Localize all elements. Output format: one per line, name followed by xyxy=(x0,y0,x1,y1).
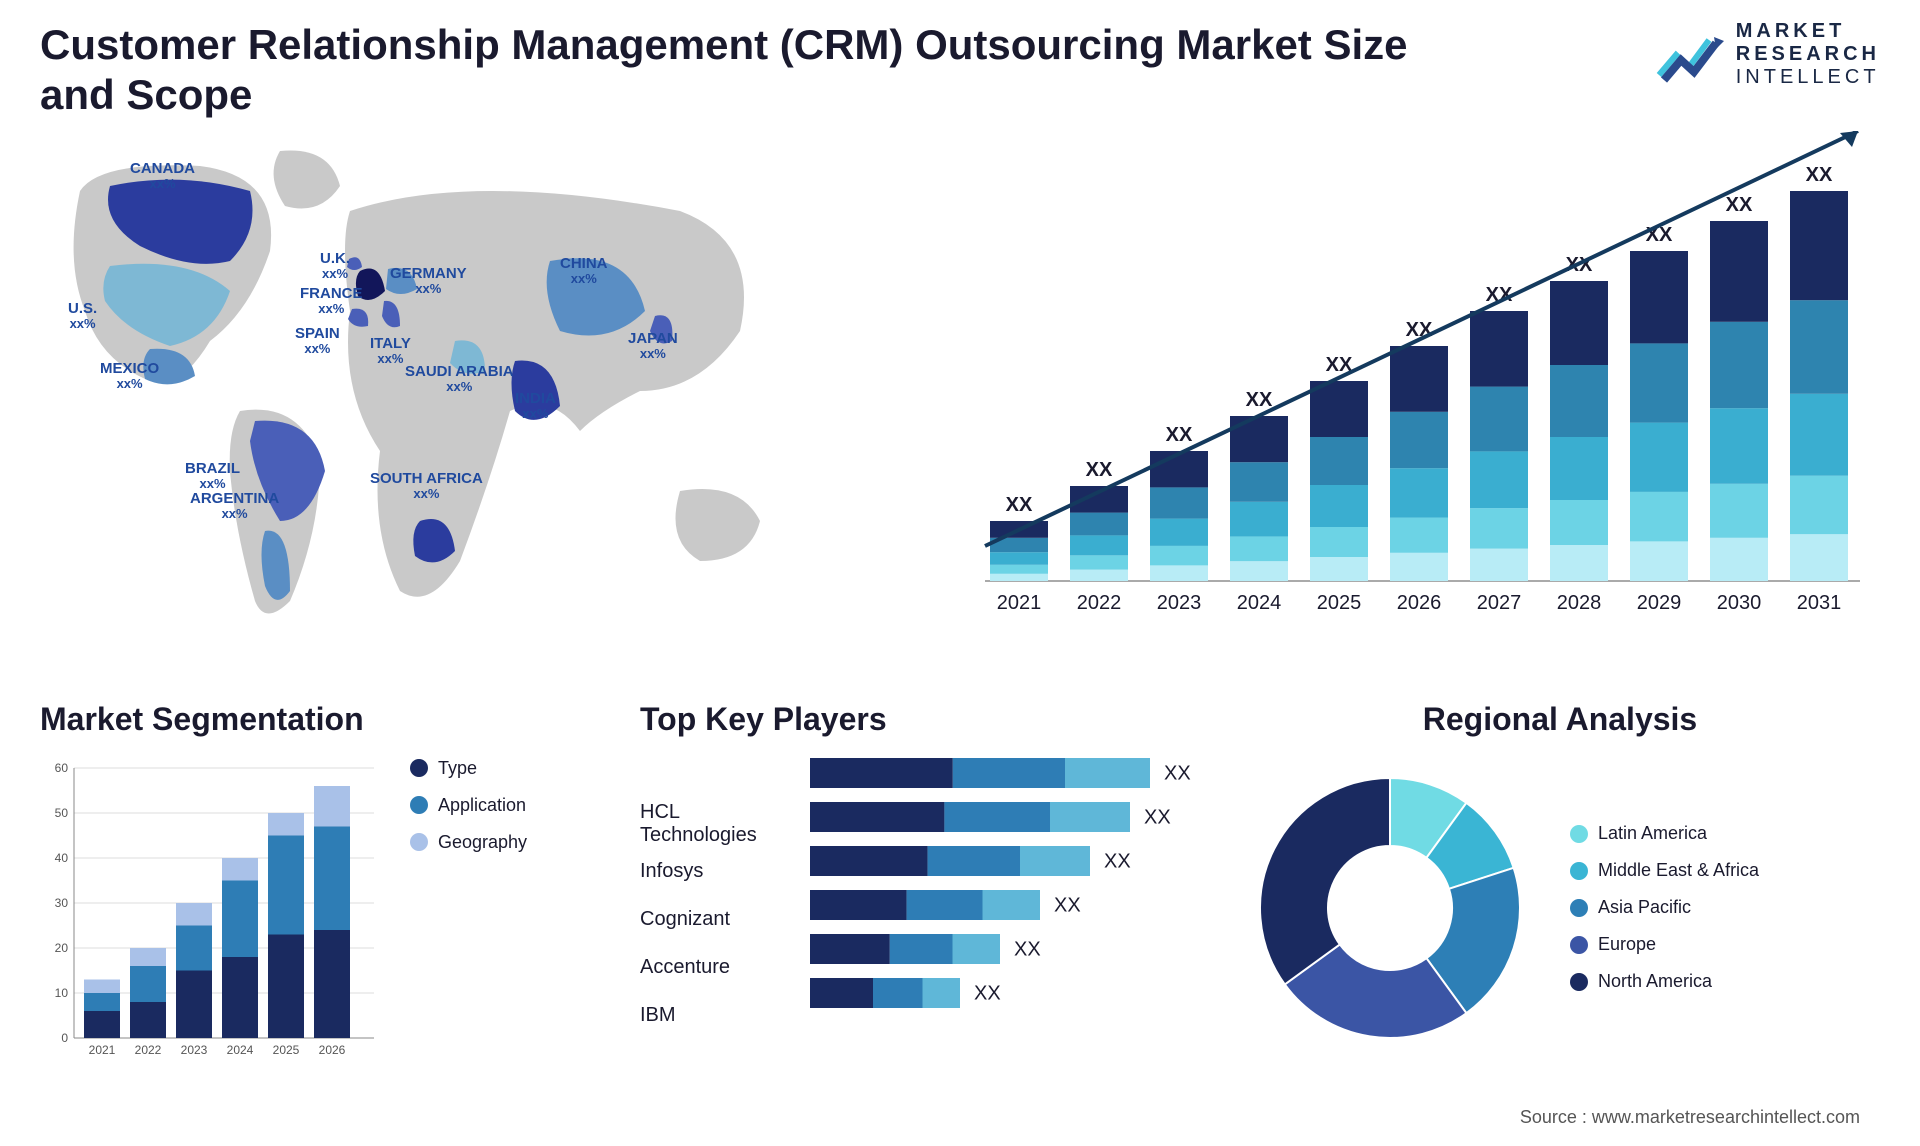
key-players-panel: Top Key Players HCL TechnologiesInfosysC… xyxy=(640,701,1200,1078)
map-label-u-s-: U.S.xx% xyxy=(68,301,97,332)
regional-legend-item: Asia Pacific xyxy=(1570,897,1759,918)
svg-text:2021: 2021 xyxy=(997,592,1042,614)
map-label-argentina: ARGENTINAxx% xyxy=(190,491,279,522)
svg-text:2022: 2022 xyxy=(135,1043,162,1057)
svg-text:XX: XX xyxy=(1806,164,1833,186)
source-attribution: Source : www.marketresearchintellect.com xyxy=(1520,1107,1860,1128)
svg-text:XX: XX xyxy=(1246,389,1273,411)
regional-legend-item: Europe xyxy=(1570,934,1759,955)
svg-text:2031: 2031 xyxy=(1797,592,1842,614)
top-row: CANADAxx% U.S.xx%MEXICOxx% BRAZILxx%ARGENT… xyxy=(40,131,1880,671)
key-player-company: Cognizant xyxy=(640,898,790,942)
svg-text:2028: 2028 xyxy=(1557,592,1602,614)
growth-chart-panel: XX2021XX2022XX2023XX2024XX2025XX2026XX20… xyxy=(980,131,1880,671)
logo-line1: MARKET xyxy=(1736,20,1880,43)
svg-text:XX: XX xyxy=(1726,194,1753,216)
svg-text:XX: XX xyxy=(1104,850,1131,872)
map-label-france: FRANCExx% xyxy=(300,286,363,317)
svg-text:10: 10 xyxy=(55,986,69,1000)
svg-text:XX: XX xyxy=(1164,762,1191,784)
regional-title: Regional Analysis xyxy=(1240,701,1880,738)
segmentation-title: Market Segmentation xyxy=(40,701,600,738)
segmentation-panel: Market Segmentation 0 10 20 30 40 50 60 2021 202… xyxy=(40,701,600,1078)
segmentation-stacked-bar-chart: 0 10 20 30 40 50 60 2021 2022 2023 2024 2025 2026 xyxy=(40,758,380,1078)
map-label-canada: CANADAxx% xyxy=(130,161,195,192)
svg-text:0: 0 xyxy=(61,1031,68,1045)
svg-text:XX: XX xyxy=(1166,424,1193,446)
map-label-u-k-: U.K.xx% xyxy=(320,251,350,282)
map-label-italy: ITALYxx% xyxy=(370,336,411,367)
svg-text:XX: XX xyxy=(1086,459,1113,481)
segmentation-legend-item: Geography xyxy=(410,832,527,853)
svg-text:2023: 2023 xyxy=(1157,592,1202,614)
map-label-south-africa: SOUTH AFRICAxx% xyxy=(370,471,483,502)
svg-text:2030: 2030 xyxy=(1717,592,1762,614)
logo-text: MARKET RESEARCH INTELLECT xyxy=(1736,20,1880,89)
svg-text:2027: 2027 xyxy=(1477,592,1522,614)
svg-text:30: 30 xyxy=(55,896,69,910)
logo: MARKET RESEARCH INTELLECT xyxy=(1654,20,1880,89)
map-label-japan: JAPANxx% xyxy=(628,331,678,362)
svg-text:60: 60 xyxy=(55,761,69,775)
key-player-company: Infosys xyxy=(640,850,790,894)
map-label-saudi-arabia: SAUDI ARABIAxx% xyxy=(405,364,514,395)
svg-text:XX: XX xyxy=(1014,938,1041,960)
svg-text:2029: 2029 xyxy=(1637,592,1682,614)
key-player-company: Accenture xyxy=(640,946,790,990)
regional-legend: Latin America Middle East & Africa Asia Pa… xyxy=(1570,823,1759,992)
svg-text:XX: XX xyxy=(1006,494,1033,516)
regional-panel: Regional Analysis Latin America Middle Ea… xyxy=(1240,701,1880,1078)
svg-text:XX: XX xyxy=(1144,806,1171,828)
regional-legend-item: Latin America xyxy=(1570,823,1759,844)
svg-text:40: 40 xyxy=(55,851,69,865)
map-label-mexico: MEXICOxx% xyxy=(100,361,159,392)
key-player-company: IBM xyxy=(640,994,790,1038)
key-players-company-list: HCL TechnologiesInfosysCognizantAccentur… xyxy=(640,798,790,1038)
segmentation-legend-item: Type xyxy=(410,758,527,779)
map-label-india: INDIAxx% xyxy=(515,391,556,422)
map-label-china: CHINAxx% xyxy=(560,256,608,287)
key-players-title: Top Key Players xyxy=(640,701,1200,738)
regional-donut-chart xyxy=(1240,758,1540,1058)
svg-text:2023: 2023 xyxy=(181,1043,208,1057)
bottom-row: Market Segmentation 0 10 20 30 40 50 60 2021 202… xyxy=(40,701,1880,1078)
svg-text:2026: 2026 xyxy=(1397,592,1442,614)
world-map-panel: CANADAxx% U.S.xx%MEXICOxx% BRAZILxx%ARGENT… xyxy=(40,131,940,671)
svg-text:50: 50 xyxy=(55,806,69,820)
svg-text:2024: 2024 xyxy=(227,1043,254,1057)
regional-legend-item: North America xyxy=(1570,971,1759,992)
svg-text:2025: 2025 xyxy=(273,1043,300,1057)
growth-stacked-bar-chart: XX2021XX2022XX2023XX2024XX2025XX2026XX20… xyxy=(980,131,1880,651)
svg-text:2025: 2025 xyxy=(1317,592,1362,614)
svg-text:2022: 2022 xyxy=(1077,592,1122,614)
svg-text:XX: XX xyxy=(974,982,1001,1004)
svg-text:XX: XX xyxy=(1054,894,1081,916)
svg-text:2021: 2021 xyxy=(89,1043,116,1057)
logo-line2: RESEARCH xyxy=(1736,43,1880,66)
svg-text:20: 20 xyxy=(55,941,69,955)
regional-legend-item: Middle East & Africa xyxy=(1570,860,1759,881)
header: Customer Relationship Management (CRM) O… xyxy=(40,20,1880,121)
page-title: Customer Relationship Management (CRM) O… xyxy=(40,20,1440,121)
map-label-brazil: BRAZILxx% xyxy=(185,461,240,492)
segmentation-legend-item: Application xyxy=(410,795,527,816)
map-label-germany: GERMANYxx% xyxy=(390,266,467,297)
logo-line3: INTELLECT xyxy=(1736,66,1880,89)
logo-mark-icon xyxy=(1654,25,1724,85)
segmentation-legend: Type Application Geography xyxy=(410,758,527,853)
map-label-spain: SPAINxx% xyxy=(295,326,340,357)
key-player-company: HCL Technologies xyxy=(640,802,790,846)
svg-text:2024: 2024 xyxy=(1237,592,1282,614)
svg-text:2026: 2026 xyxy=(319,1043,346,1057)
key-players-bar-chart: XX XX XX XX XX XX xyxy=(810,758,1200,1058)
